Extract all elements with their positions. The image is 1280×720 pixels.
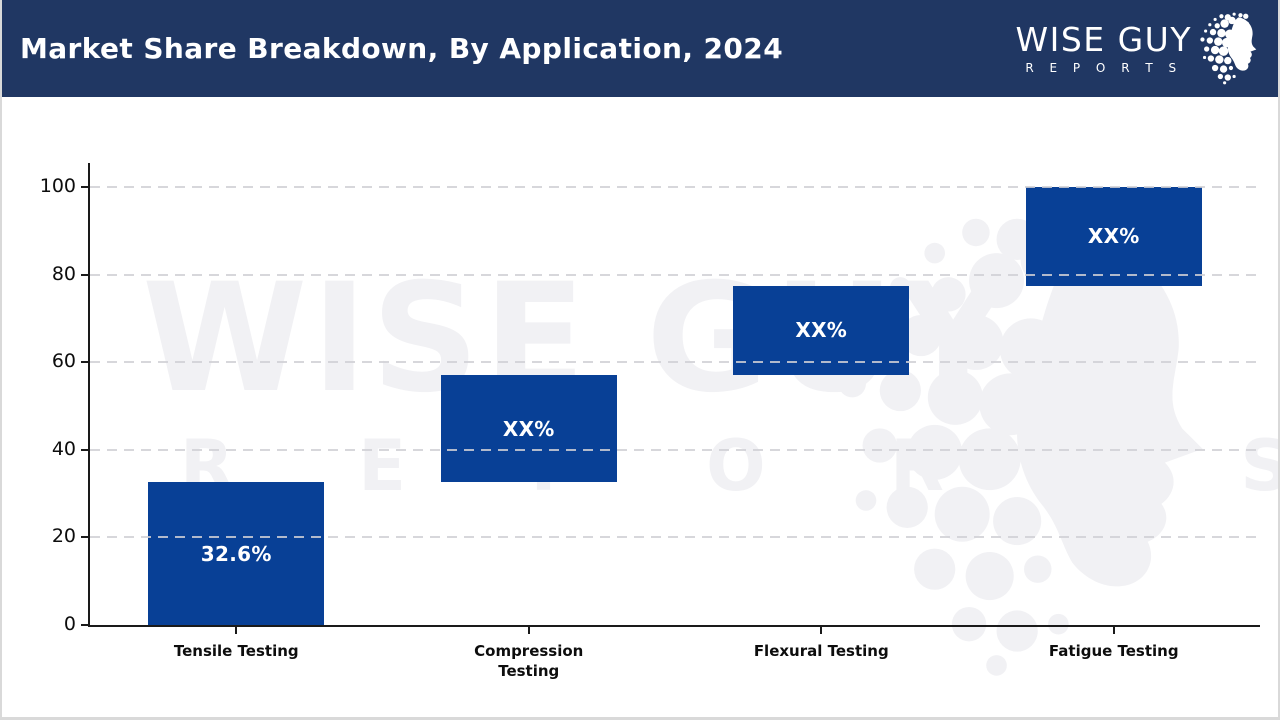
gridline-60: [90, 361, 1260, 364]
gridline-40: [90, 448, 1260, 451]
y-tick-label: 60: [51, 350, 76, 373]
bar-value-label: XX%: [502, 416, 555, 441]
x-tick-mark: [527, 627, 530, 634]
y-tick-mark: [81, 186, 88, 188]
category-label-tensile-testing: Tensile Testing: [173, 642, 299, 660]
bar-fatigue-testing: XX%: [1025, 187, 1202, 286]
header-bar: Market Share Breakdown, By Application, …: [2, 0, 1278, 97]
x-tick-mark: [235, 627, 238, 634]
y-tick-mark: [81, 624, 88, 626]
y-tick-label: 80: [51, 262, 76, 285]
y-tick-label: 20: [51, 525, 76, 548]
category-label-compression-testing: Compression Testing: [474, 642, 584, 681]
y-tick-label: 100: [39, 175, 76, 197]
x-tick-mark: [820, 627, 823, 634]
bar-tensile-testing: 32.6%: [148, 482, 325, 625]
dotted-face-icon: [1194, 11, 1260, 87]
y-tick-label: 0: [63, 613, 76, 635]
bar-value-label: XX%: [1087, 224, 1140, 249]
gridline-80: [90, 273, 1260, 276]
y-tick-mark: [81, 536, 88, 539]
x-tick-mark: [1112, 627, 1115, 634]
y-tick-mark: [81, 448, 88, 451]
y-tick-mark: [81, 273, 88, 276]
brand-logo: WISE GUY R E P O R T S: [1015, 11, 1260, 87]
y-tick-mark: [81, 361, 88, 364]
brand-wordmark: WISE GUY R E P O R T S: [1015, 23, 1192, 74]
y-tick-label: 40: [51, 437, 76, 460]
y-axis-line: [88, 163, 90, 627]
category-label-fatigue-testing: Fatigue Testing: [1048, 642, 1179, 660]
gridline-100: [90, 186, 1260, 188]
gridline-20: [90, 536, 1260, 539]
bar-value-label: XX%: [795, 318, 848, 343]
page-title: Market Share Breakdown, By Application, …: [20, 32, 784, 65]
bar-compression-testing: XX%: [440, 374, 617, 483]
bar-value-label: 32.6%: [200, 541, 272, 566]
brand-name: WISE GUY: [1015, 20, 1192, 59]
brand-tagline: R E P O R T S: [1025, 61, 1183, 75]
x-axis-line: [88, 625, 1260, 627]
category-label-flexural-testing: Flexural Testing: [753, 642, 889, 660]
